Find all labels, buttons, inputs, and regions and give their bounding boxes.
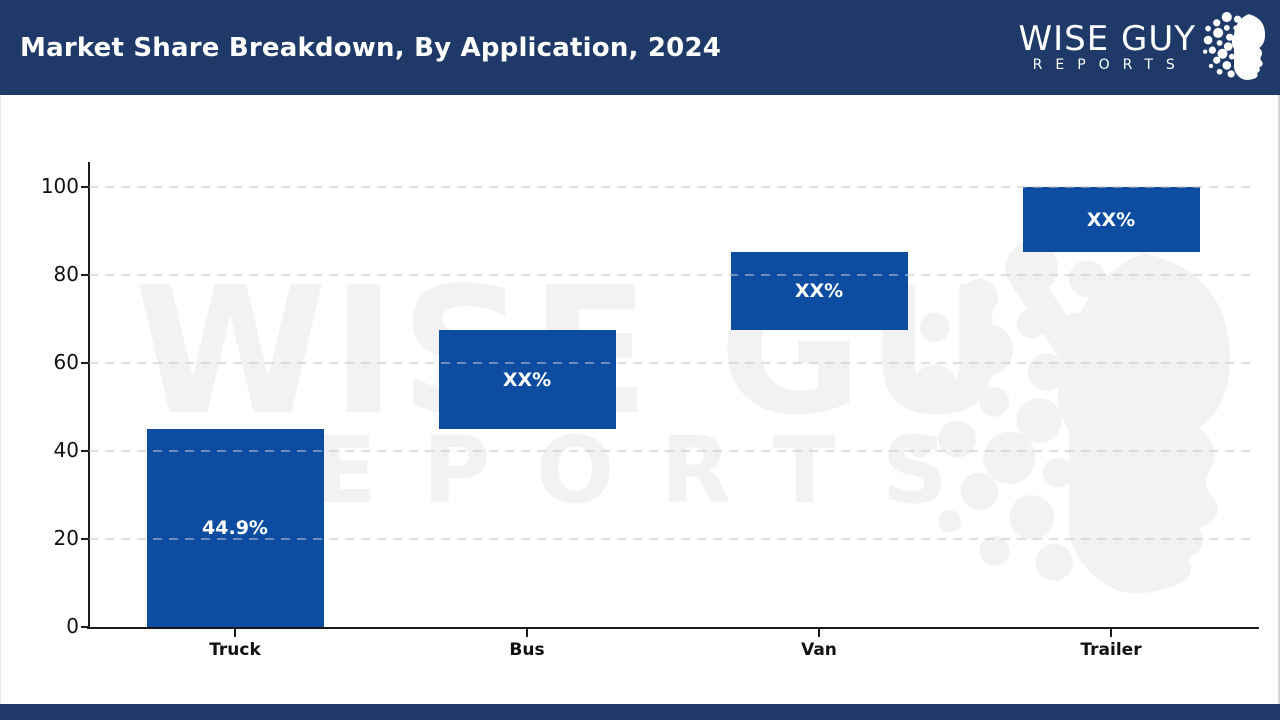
y-tick-label: 40 [53,438,79,462]
gridline [89,362,1257,364]
bar-value-label: XX% [1086,208,1136,231]
y-tick-mark [81,538,89,540]
bar-value-label: 44.9% [202,517,268,540]
x-category-label: Truck [209,640,261,660]
y-tick-label: 0 [66,614,79,638]
y-tick-mark [81,626,89,628]
y-tick-mark [81,274,89,276]
brand-name: WISE GUY [1018,18,1196,59]
footer-bar [0,704,1280,720]
x-category-label: Bus [509,640,545,660]
bar: 44.9% [146,429,324,627]
brand-subname: REPORTS [1032,56,1188,73]
brand-logo-text: WISE GUY REPORTS [1018,18,1196,73]
page-title: Market Share Breakdown, By Application, … [20,32,722,63]
y-tick-mark [81,186,89,188]
chart-area: WISE GUY REPORTS 0 20 40 60 80 100 44.9% Truck X… [0,95,1280,704]
y-tick-label: 20 [53,526,79,550]
gridline [89,186,1257,188]
watermark-face-icon [908,241,1230,594]
y-tick-label: 60 [53,350,79,374]
x-tick-mark [526,629,528,637]
bar: XX% [1022,187,1200,253]
bar-value-label: XX% [502,368,552,391]
bar-value-label: XX% [794,280,844,303]
brand-face-icon [1203,11,1266,80]
y-axis-line [88,162,90,629]
bar: XX% [438,330,616,430]
y-tick-label: 100 [40,174,79,198]
gridline [89,450,1257,452]
gridline [89,538,1257,540]
y-tick-label: 80 [53,262,79,286]
y-tick-mark [81,450,89,452]
x-category-label: Trailer [1080,640,1142,660]
x-tick-mark [818,629,820,637]
plot-region: 0 20 40 60 80 100 44.9% Truck XX% Bus XX% Van XX% Tra… [1,95,1278,704]
x-category-label: Van [801,640,837,660]
x-axis-line [87,627,1259,629]
bar: XX% [730,252,908,330]
x-tick-mark [234,629,236,637]
brand-logo: WISE GUY REPORTS [1018,7,1280,89]
y-tick-mark [81,362,89,364]
gridline [89,274,1257,276]
x-tick-mark [1110,629,1112,637]
header-bar: Market Share Breakdown, By Application, … [0,0,1280,95]
